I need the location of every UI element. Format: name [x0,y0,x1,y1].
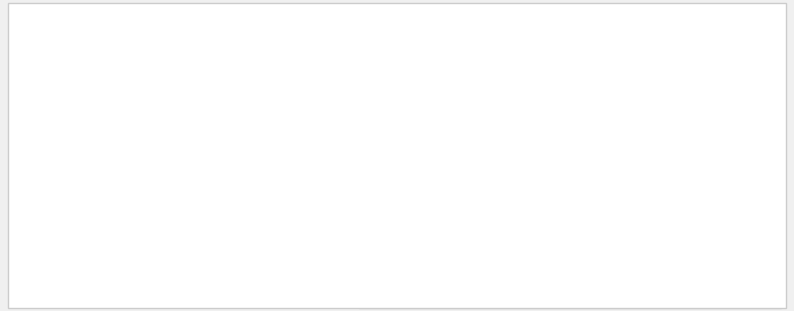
Text: $\sqrt{2x-x^2}$: $\sqrt{2x-x^2}$ [170,63,241,86]
Text: $0$: $0$ [136,173,145,188]
FancyBboxPatch shape [359,229,781,308]
Text: $\int$: $\int$ [133,110,159,164]
Text: $0$: $0$ [94,158,103,172]
Text: Save Progress: Save Progress [202,263,299,278]
FancyBboxPatch shape [48,255,186,286]
FancyBboxPatch shape [32,156,174,224]
Text: Evaluate the iterated integral by converting to polar coordinates.: Evaluate the iterated integral by conver… [40,37,629,55]
Text: $9$: $9$ [266,127,279,146]
Text: $\,dy\,dx$: $\,dy\,dx$ [414,126,467,148]
Text: $2$: $2$ [112,77,121,91]
Text: Submit Answer: Submit Answer [64,263,168,278]
Text: $\sqrt{x^2+y^2}$: $\sqrt{x^2+y^2}$ [308,120,398,153]
FancyBboxPatch shape [190,255,312,286]
Text: $\int$: $\int$ [94,101,119,154]
